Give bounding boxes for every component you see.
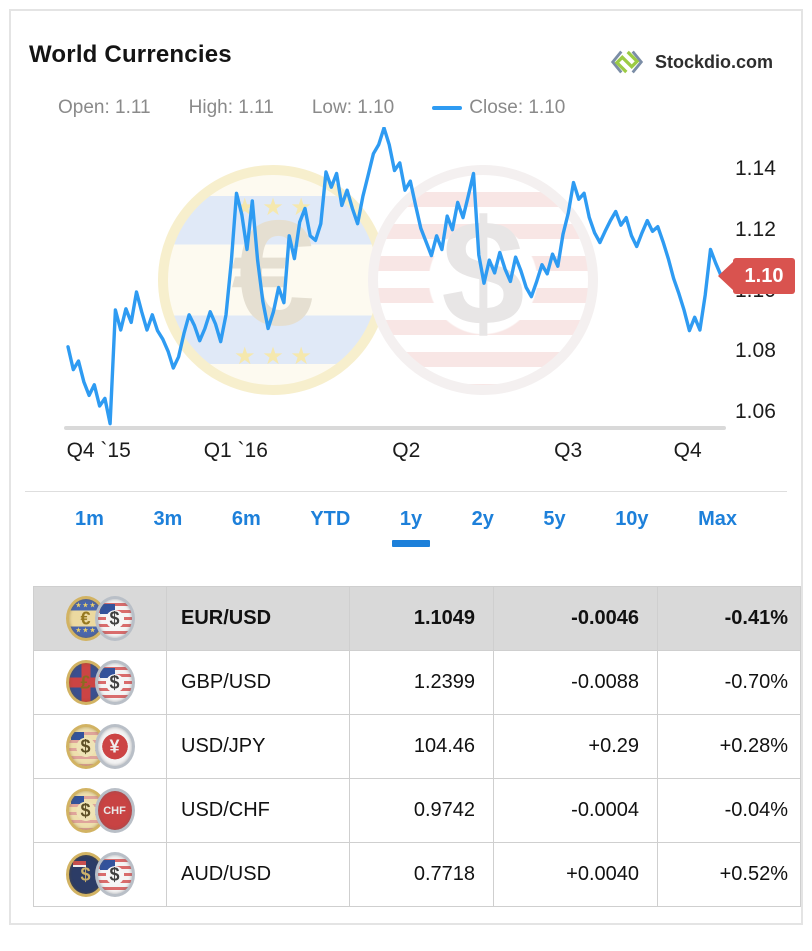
x-tick-label: Q1 `16 bbox=[203, 439, 268, 462]
legend-close: Close: 1.10 bbox=[432, 97, 565, 119]
pair-coins: $ CHF bbox=[33, 778, 167, 843]
period-tab-max[interactable]: Max bbox=[698, 508, 737, 530]
y-tick-label: 1.14 bbox=[735, 156, 776, 180]
close-price-line bbox=[66, 127, 723, 426]
x-tick-label: Q4 bbox=[673, 439, 702, 462]
pair-coins: €$ bbox=[33, 586, 167, 651]
pair-trend bbox=[800, 778, 801, 843]
x-tick-label: Q4 `15 bbox=[66, 439, 131, 462]
pair-change: -0.0004 bbox=[493, 778, 658, 843]
pair-name: AUD/USD bbox=[166, 842, 350, 907]
x-tick-label: Q3 bbox=[554, 439, 583, 462]
table-row-aud-usd[interactable]: $ $ AUD/USD 0.7718 +0.0040 +0.52% bbox=[33, 842, 801, 907]
legend-open: Open: 1.11 bbox=[58, 97, 151, 118]
pair-coins: $ ¥ bbox=[33, 714, 167, 779]
last-price-tag: 1.10 bbox=[718, 257, 795, 294]
header: World Currencies Stockdio.com bbox=[29, 41, 773, 81]
usd-coin-icon: $ bbox=[94, 852, 135, 897]
brand-name: Stockdio.com bbox=[654, 51, 773, 72]
pair-name: GBP/USD bbox=[166, 650, 350, 715]
pair-change: -0.0088 bbox=[493, 650, 658, 715]
separator bbox=[25, 491, 787, 492]
jpy-coin-icon: ¥ bbox=[94, 724, 135, 769]
pair-percent: -0.41% bbox=[657, 586, 801, 651]
page-title: World Currencies bbox=[29, 41, 232, 68]
usd-coin-icon: $ bbox=[94, 660, 135, 705]
period-tab-1y[interactable]: 1y bbox=[398, 506, 424, 552]
pair-price: 104.46 bbox=[349, 714, 494, 779]
y-tick-label: 1.12 bbox=[735, 217, 776, 241]
chf-coin-icon: CHF bbox=[94, 788, 135, 833]
pair-price: 0.9742 bbox=[349, 778, 494, 843]
y-tick-label: 1.06 bbox=[735, 400, 776, 424]
pair-percent: -0.04% bbox=[657, 778, 801, 843]
table-row-usd-chf[interactable]: $ CHF USD/CHF 0.9742 -0.0004 -0.04% bbox=[33, 778, 801, 843]
aud-coin-icon: $ bbox=[65, 852, 106, 897]
pair-coins: £ $ bbox=[33, 650, 167, 715]
pair-name: EUR/USD bbox=[166, 586, 350, 651]
pair-trend bbox=[800, 650, 801, 715]
pair-name: USD/CHF bbox=[166, 778, 350, 843]
pair-change: -0.0046 bbox=[493, 586, 658, 651]
legend-low: Low: 1.10 bbox=[311, 97, 395, 118]
pair-percent: +0.52% bbox=[657, 842, 801, 907]
pair-trend bbox=[800, 714, 801, 779]
table-row-usd-jpy[interactable]: $ ¥ USD/JPY 104.46 +0.29 +0.28% bbox=[33, 714, 801, 779]
pair-name: USD/JPY bbox=[166, 714, 350, 779]
currency-table: €$EUR/USD1.1049-0.0046-0.41%£$GBP/USD1.2… bbox=[33, 586, 801, 907]
period-tab-ytd[interactable]: YTD bbox=[310, 508, 351, 530]
stockdio-logo-icon bbox=[610, 50, 644, 74]
pair-trend bbox=[800, 842, 801, 907]
pair-price: 0.7718 bbox=[349, 842, 494, 907]
period-tab-5y[interactable]: 5y bbox=[543, 508, 566, 530]
usd-coin-icon: $ bbox=[94, 596, 135, 641]
pair-change: +0.29 bbox=[493, 714, 658, 779]
pair-percent: +0.28% bbox=[657, 714, 801, 779]
period-tabs: 1m 3m 6m YTD 1y 2y 5y 10y Max bbox=[73, 506, 739, 552]
period-tab-6m[interactable]: 6m bbox=[231, 508, 261, 530]
x-axis-line bbox=[64, 426, 726, 430]
y-tick-label: 1.08 bbox=[735, 339, 776, 363]
widget-frame: World Currencies Stockdio.com Open: 1.11… bbox=[9, 9, 803, 925]
period-tab-10y[interactable]: 10y bbox=[615, 508, 649, 530]
ohlc-legend: Open: 1.11 High: 1.11 Low: 1.10 Close: 1… bbox=[58, 97, 801, 119]
pair-coins: $ $ bbox=[33, 842, 167, 907]
pair-price: 1.2399 bbox=[349, 650, 494, 715]
pair-change: +0.0040 bbox=[493, 842, 658, 907]
table-row-gbp-usd[interactable]: £ $ GBP/USD 1.2399 -0.0088 -0.70% bbox=[33, 650, 801, 715]
pair-price: 1.1049 bbox=[349, 586, 494, 651]
x-tick-label: Q2 bbox=[392, 439, 421, 462]
close-line-swatch bbox=[432, 105, 463, 110]
period-tab-2y[interactable]: 2y bbox=[471, 508, 494, 530]
pair-trend bbox=[800, 586, 801, 651]
pair-percent: -0.70% bbox=[657, 650, 801, 715]
period-tab-3m[interactable]: 3m bbox=[153, 508, 183, 530]
legend-high: High: 1.11 bbox=[188, 97, 274, 118]
period-tab-1m[interactable]: 1m bbox=[75, 508, 104, 530]
price-line-svg[interactable] bbox=[66, 127, 724, 427]
brand-link[interactable]: Stockdio.com bbox=[608, 43, 773, 81]
